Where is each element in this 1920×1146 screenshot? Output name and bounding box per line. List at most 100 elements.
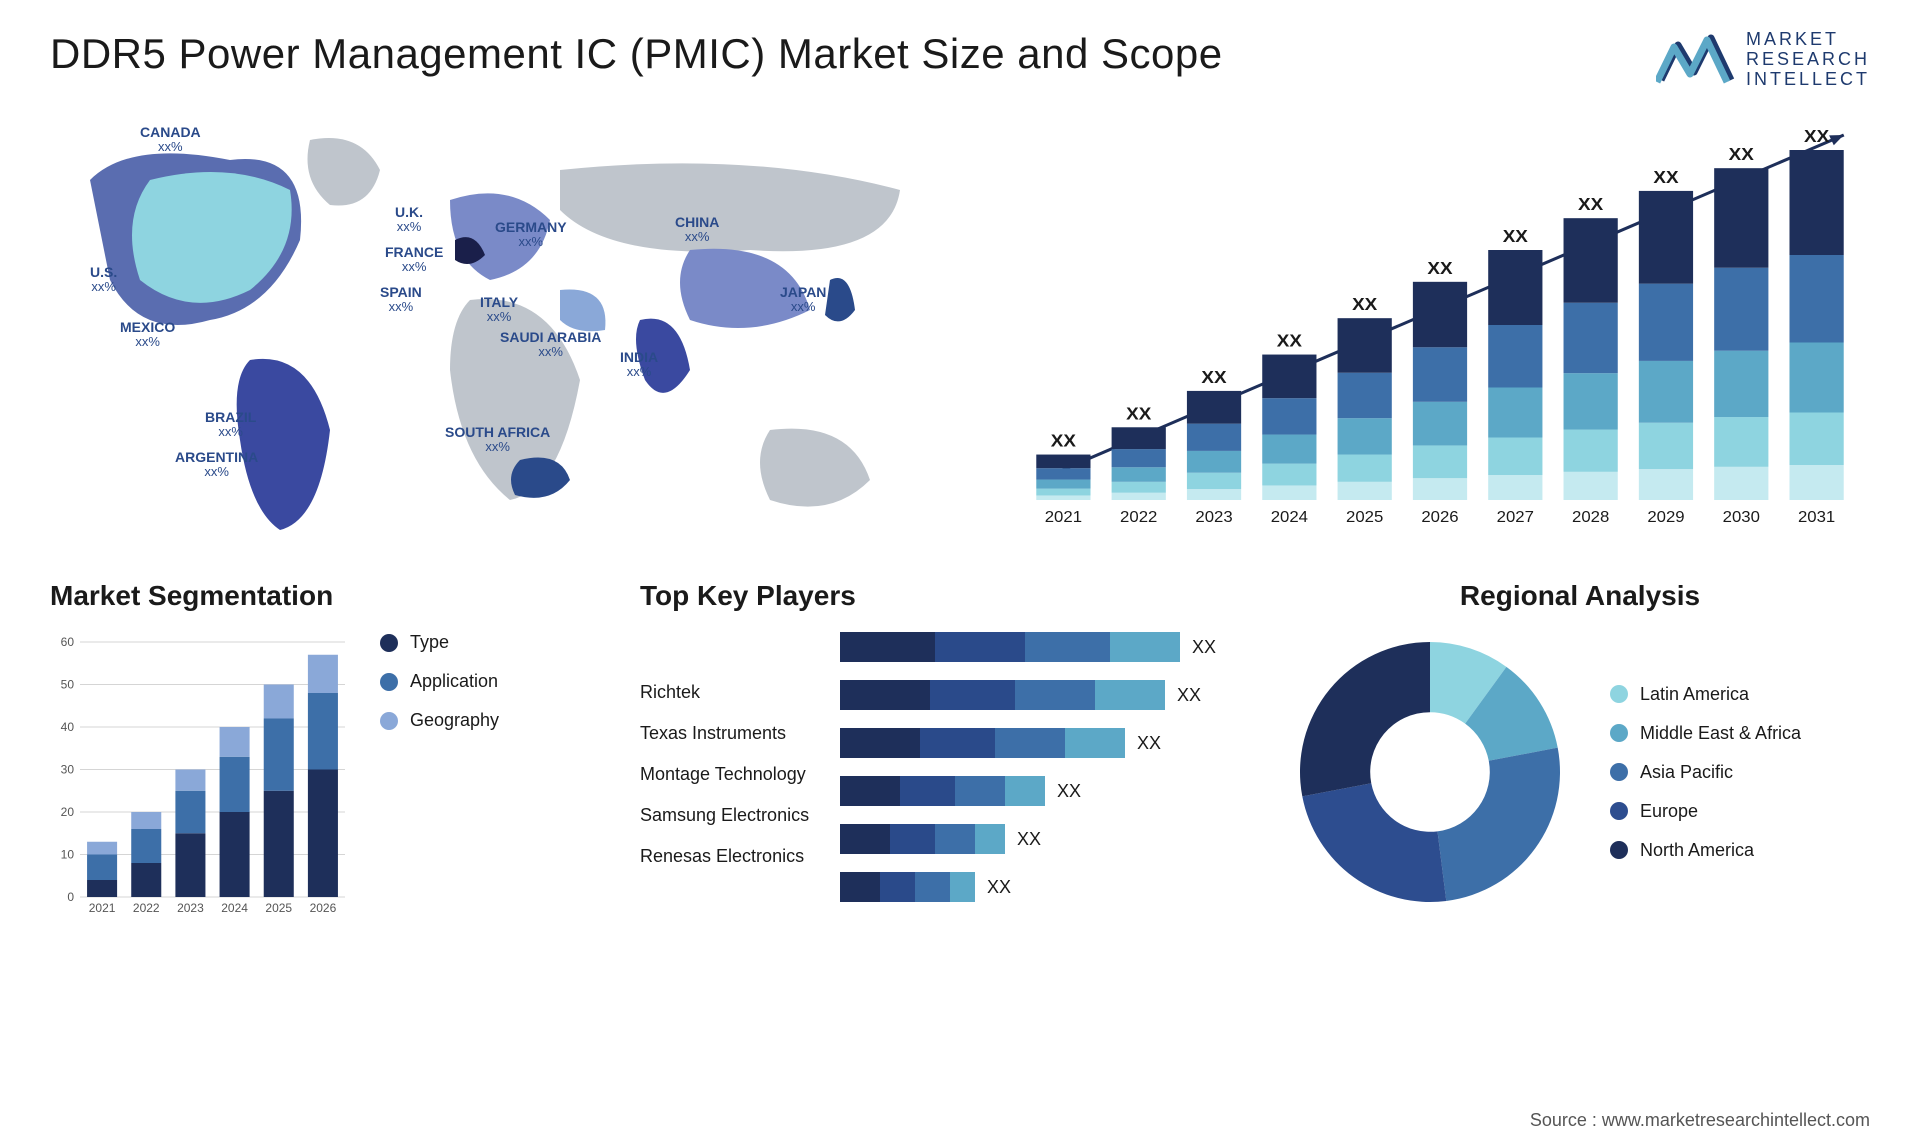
- svg-text:XX: XX: [1653, 166, 1679, 186]
- player-bar-segment: [840, 872, 880, 902]
- legend-item: North America: [1610, 840, 1801, 861]
- legend-label: Type: [410, 632, 449, 653]
- player-bar-value: XX: [1137, 733, 1161, 754]
- legend-dot-icon: [380, 712, 398, 730]
- map-label-canada: CANADAxx%: [140, 125, 201, 155]
- bottom-row: Market Segmentation 01020304050602021202…: [50, 580, 1870, 922]
- player-bar-row: XX: [840, 728, 1240, 758]
- player-bar-value: XX: [987, 877, 1011, 898]
- svg-text:2022: 2022: [133, 901, 160, 915]
- map-label-us: U.S.xx%: [90, 265, 117, 295]
- player-bar-segment: [1095, 680, 1165, 710]
- legend-item: Latin America: [1610, 684, 1801, 705]
- players-panel: Top Key Players Richtek Texas Instruments…: [640, 580, 1240, 922]
- player-bar-row: XX: [840, 776, 1240, 806]
- svg-text:50: 50: [61, 678, 75, 692]
- legend-item: Asia Pacific: [1610, 762, 1801, 783]
- legend-item: Middle East & Africa: [1610, 723, 1801, 744]
- player-bar-segment: [900, 776, 955, 806]
- player-bar-segment: [840, 776, 900, 806]
- segmentation-chart: 0102030405060202120222023202420252026: [50, 632, 350, 922]
- players-title: Top Key Players: [640, 580, 1240, 612]
- map-label-china: CHINAxx%: [675, 215, 719, 245]
- legend-dot-icon: [1610, 763, 1628, 781]
- player-bar-value: XX: [1177, 685, 1201, 706]
- regional-donut-chart: [1290, 632, 1570, 912]
- legend-item: Geography: [380, 710, 499, 731]
- player-bar-segment: [840, 824, 890, 854]
- growth-bar-chart: XX2021XX2022XX2023XX2024XX2025XX2026XX20…: [1010, 120, 1870, 540]
- svg-text:2029: 2029: [1647, 508, 1684, 526]
- player-bar-row: XX: [840, 872, 1240, 902]
- player-bar-segment: [1110, 632, 1180, 662]
- logo-mark-icon: [1656, 30, 1736, 90]
- regional-panel: Regional Analysis Latin AmericaMiddle Ea…: [1290, 580, 1870, 922]
- player-bar-segment: [955, 776, 1005, 806]
- svg-text:XX: XX: [1277, 330, 1303, 350]
- player-bar-value: XX: [1017, 829, 1041, 850]
- legend-label: Application: [410, 671, 498, 692]
- player-bar-segment: [840, 680, 930, 710]
- player-bar-track: [840, 824, 1005, 854]
- svg-text:XX: XX: [1729, 144, 1755, 164]
- map-label-argentina: ARGENTINAxx%: [175, 450, 258, 480]
- player-bar-track: [840, 776, 1045, 806]
- player-label: Samsung Electronics: [640, 805, 820, 826]
- player-bar-segment: [890, 824, 935, 854]
- legend-label: North America: [1640, 840, 1754, 861]
- player-bar-segment: [880, 872, 915, 902]
- legend-dot-icon: [1610, 802, 1628, 820]
- header: DDR5 Power Management IC (PMIC) Market S…: [50, 30, 1870, 90]
- player-bar-row: XX: [840, 824, 1240, 854]
- players-chart: XX XX XX XX XX XX: [840, 632, 1240, 922]
- logo-line1: MARKET: [1746, 30, 1870, 50]
- svg-text:XX: XX: [1201, 366, 1227, 386]
- svg-text:2031: 2031: [1798, 508, 1835, 526]
- player-bar-track: [840, 872, 975, 902]
- player-bar-track: [840, 728, 1125, 758]
- legend-label: Middle East & Africa: [1640, 723, 1801, 744]
- player-bar-segment: [950, 872, 975, 902]
- svg-text:2023: 2023: [177, 901, 204, 915]
- world-map-panel: CANADAxx%U.S.xx%MEXICOxx%BRAZILxx%ARGENT…: [50, 120, 950, 540]
- player-bar-track: [840, 680, 1165, 710]
- top-row: CANADAxx%U.S.xx%MEXICOxx%BRAZILxx%ARGENT…: [50, 120, 1870, 540]
- growth-chart-panel: XX2021XX2022XX2023XX2024XX2025XX2026XX20…: [1010, 120, 1870, 540]
- player-bar-segment: [995, 728, 1065, 758]
- legend-item: Type: [380, 632, 499, 653]
- legend-dot-icon: [380, 673, 398, 691]
- svg-text:XX: XX: [1503, 225, 1529, 245]
- player-bar-value: XX: [1057, 781, 1081, 802]
- player-bar-row: XX: [840, 632, 1240, 662]
- map-label-italy: ITALYxx%: [480, 295, 518, 325]
- player-bar-segment: [975, 824, 1005, 854]
- page-title: DDR5 Power Management IC (PMIC) Market S…: [50, 30, 1223, 78]
- map-label-france: FRANCExx%: [385, 245, 443, 275]
- source-attribution: Source : www.marketresearchintellect.com: [1530, 1110, 1870, 1131]
- player-label: Richtek: [640, 682, 820, 703]
- svg-text:2024: 2024: [1271, 508, 1308, 526]
- legend-dot-icon: [1610, 685, 1628, 703]
- segmentation-legend: Type Application Geography: [380, 632, 499, 731]
- svg-text:2022: 2022: [1120, 508, 1157, 526]
- svg-text:XX: XX: [1804, 125, 1830, 145]
- map-label-saudiarabia: SAUDI ARABIAxx%: [500, 330, 601, 360]
- segmentation-svg: 0102030405060202120222023202420252026: [50, 632, 350, 922]
- player-bar-segment: [1015, 680, 1095, 710]
- svg-text:2023: 2023: [1195, 508, 1232, 526]
- player-bar-segment: [1005, 776, 1045, 806]
- legend-label: Asia Pacific: [1640, 762, 1733, 783]
- svg-text:2021: 2021: [1045, 508, 1082, 526]
- svg-text:2026: 2026: [1421, 508, 1458, 526]
- map-label-uk: U.K.xx%: [395, 205, 423, 235]
- players-labels: RichtekTexas InstrumentsMontage Technolo…: [640, 632, 820, 867]
- player-bar-segment: [1065, 728, 1125, 758]
- legend-label: Europe: [1640, 801, 1698, 822]
- player-bar-row: XX: [840, 680, 1240, 710]
- legend-label: Latin America: [1640, 684, 1749, 705]
- segmentation-panel: Market Segmentation 01020304050602021202…: [50, 580, 590, 922]
- svg-text:2026: 2026: [310, 901, 337, 915]
- map-label-mexico: MEXICOxx%: [120, 320, 175, 350]
- player-bar-segment: [920, 728, 995, 758]
- player-label: Texas Instruments: [640, 723, 820, 744]
